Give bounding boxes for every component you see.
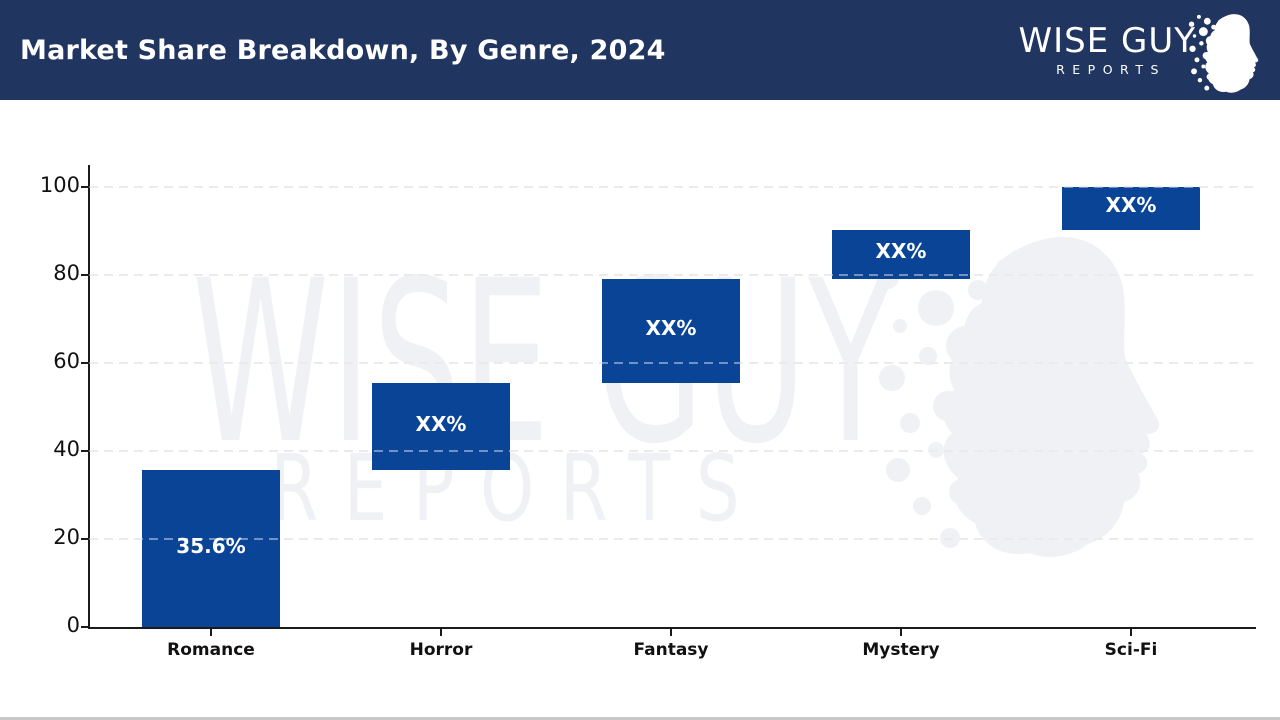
x-tick-mark bbox=[210, 629, 212, 636]
bar-label: XX% bbox=[875, 239, 927, 264]
gridline-overlay bbox=[89, 362, 1256, 364]
bar-romance bbox=[142, 470, 280, 627]
x-category-label: Sci-Fi bbox=[1104, 640, 1158, 660]
y-tick-label: 0 bbox=[66, 613, 80, 637]
y-tick-label: 80 bbox=[53, 261, 80, 285]
bar-mystery bbox=[832, 229, 970, 279]
y-tick-label: 20 bbox=[53, 525, 80, 549]
brand-subtitle-text: REPORTS bbox=[1056, 61, 1166, 77]
bar-label: 35.6% bbox=[176, 533, 246, 558]
y-tick-mark bbox=[81, 186, 88, 188]
bar-sci-fi bbox=[1062, 187, 1200, 230]
bar-horror bbox=[372, 382, 510, 471]
x-category-label: Fantasy bbox=[633, 640, 709, 660]
x-tick-mark bbox=[670, 629, 672, 636]
x-tick-mark bbox=[900, 629, 902, 636]
y-axis-line bbox=[88, 165, 90, 629]
gridline bbox=[89, 538, 1256, 540]
y-tick-mark bbox=[81, 450, 88, 452]
y-tick-mark bbox=[81, 538, 88, 540]
gridline bbox=[89, 186, 1256, 188]
gridline bbox=[89, 450, 1256, 452]
brand-logo: WISE GUY REPORTS bbox=[1018, 7, 1266, 93]
x-category-label: Romance bbox=[167, 640, 255, 660]
gridline-overlay bbox=[89, 274, 1256, 276]
gridline-overlay bbox=[89, 450, 1256, 452]
gridline-overlay bbox=[89, 186, 1256, 188]
bar-fantasy bbox=[602, 278, 740, 383]
x-tick-mark bbox=[440, 629, 442, 636]
footer-divider bbox=[0, 717, 1280, 720]
gridline-overlay bbox=[89, 538, 1256, 540]
y-tick-mark bbox=[81, 274, 88, 276]
brand-name-text: WISE GUY bbox=[1018, 20, 1196, 61]
gridline bbox=[89, 274, 1256, 276]
brand-wordmark: WISE GUY REPORTS bbox=[1018, 24, 1196, 77]
x-category-label: Mystery bbox=[862, 640, 940, 660]
y-tick-mark bbox=[81, 362, 88, 364]
x-tick-mark bbox=[1130, 629, 1132, 636]
header-bar: Market Share Breakdown, By Genre, 2024 W… bbox=[0, 0, 1280, 100]
page-title: Market Share Breakdown, By Genre, 2024 bbox=[20, 34, 666, 66]
bar-label: XX% bbox=[1105, 193, 1157, 218]
x-category-label: Horror bbox=[409, 640, 473, 660]
x-axis-line bbox=[88, 627, 1256, 629]
bar-label: XX% bbox=[645, 315, 697, 340]
y-tick-mark bbox=[81, 626, 88, 628]
y-tick-label: 40 bbox=[53, 437, 80, 461]
y-tick-label: 60 bbox=[53, 349, 80, 373]
bar-label: XX% bbox=[415, 411, 467, 436]
y-tick-label: 100 bbox=[39, 173, 80, 197]
